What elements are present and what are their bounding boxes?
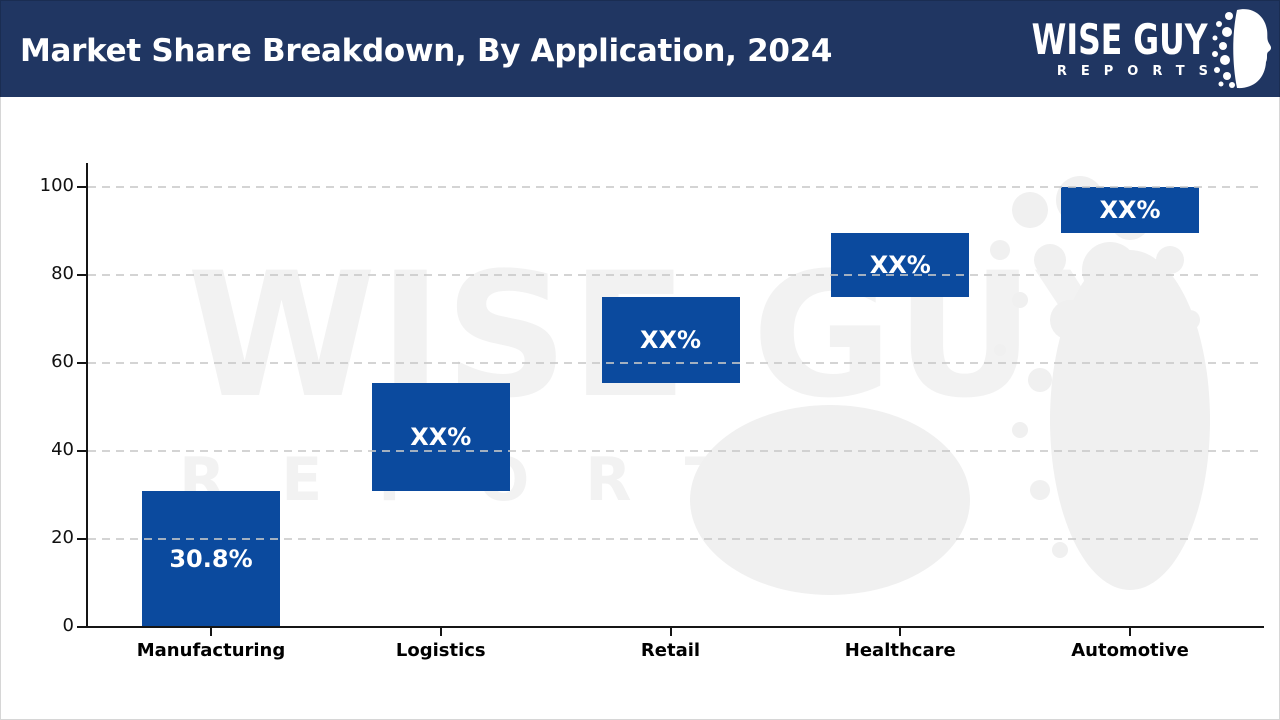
header-banner: Market Share Breakdown, By Application, … <box>0 0 1280 97</box>
y-axis-line <box>86 163 88 628</box>
bar-value-label: XX% <box>410 423 472 452</box>
logo-wordmark: WISE GUY <box>1032 15 1208 64</box>
gridline-60 <box>88 362 1262 364</box>
logo-subtext: REPORTS <box>1056 64 1222 80</box>
x-tick-label-retail: Retail <box>640 640 701 661</box>
gridline-20 <box>88 538 1262 540</box>
y-tick-label-100: 100 <box>39 175 74 196</box>
x-tick-mark <box>439 628 442 636</box>
y-tick-mark <box>77 450 86 452</box>
bar-value-label: XX% <box>1099 196 1161 225</box>
y-tick-mark <box>77 362 86 364</box>
x-tick-mark <box>669 628 672 636</box>
y-tick-label-0: 0 <box>62 615 74 636</box>
y-tick-mark <box>77 274 86 276</box>
bar-retail: XX% <box>601 297 740 383</box>
x-axis-line <box>86 626 1264 628</box>
wiseguy-logo: WISE GUY REPORTS <box>973 15 1208 79</box>
wiseguy-face-icon <box>1212 9 1272 89</box>
x-tick-label-manufacturing: Manufacturing <box>136 640 286 661</box>
x-tick-label-automotive: Automotive <box>1071 640 1189 661</box>
bar-value-label: 30.8% <box>169 545 253 574</box>
y-tick-label-40: 40 <box>51 439 74 460</box>
gridline-40 <box>88 450 1262 452</box>
y-tick-label-20: 20 <box>51 527 74 548</box>
y-tick-label-80: 80 <box>51 263 74 284</box>
bar-healthcare: XX% <box>831 233 970 298</box>
bar-value-label: XX% <box>639 326 702 355</box>
y-tick-mark <box>77 626 86 628</box>
x-tick-label-healthcare: Healthcare <box>844 640 956 661</box>
bar-automotive: XX% <box>1061 187 1199 234</box>
gridline-100 <box>88 186 1262 188</box>
x-tick-mark <box>899 628 902 636</box>
x-tick-mark <box>210 628 212 636</box>
bar-logistics: XX% <box>371 382 510 492</box>
y-tick-mark <box>77 186 86 188</box>
chart-title: Market Share Breakdown, By Application, … <box>20 33 833 69</box>
bar-manufacturing: 30.8% <box>142 491 280 627</box>
y-tick-mark <box>77 538 86 540</box>
gridline-80 <box>88 274 1262 276</box>
y-tick-label-60: 60 <box>51 351 74 372</box>
x-tick-label-logistics: Logistics <box>395 640 486 661</box>
x-tick-mark <box>1129 628 1131 636</box>
